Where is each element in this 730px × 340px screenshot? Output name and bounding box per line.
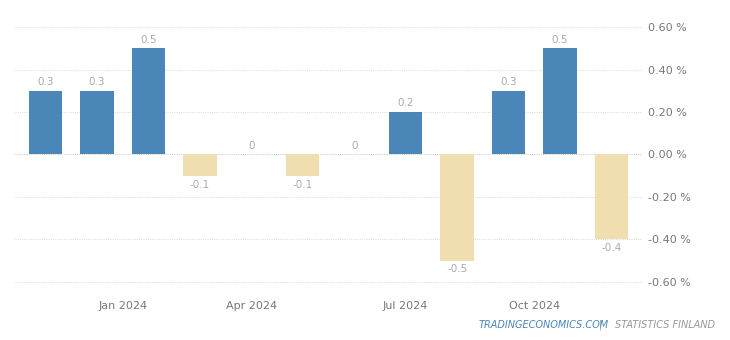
Text: STATISTICS FINLAND: STATISTICS FINLAND (615, 320, 715, 330)
Text: -0.1: -0.1 (190, 180, 210, 189)
Text: -0.4: -0.4 (602, 243, 622, 253)
Text: -0.1: -0.1 (293, 180, 313, 189)
Bar (80, 91, 114, 154)
Bar (492, 91, 526, 154)
Bar (543, 48, 577, 154)
Text: 0.3: 0.3 (500, 77, 517, 87)
Bar (286, 154, 320, 176)
Text: -0.5: -0.5 (447, 265, 467, 274)
Text: 0.3: 0.3 (88, 77, 105, 87)
Bar (131, 48, 165, 154)
Text: TRADINGECONOMICS.COM: TRADINGECONOMICS.COM (478, 320, 608, 330)
Bar (28, 91, 62, 154)
Text: |: | (599, 319, 602, 330)
Text: 0.2: 0.2 (397, 98, 414, 108)
Bar (595, 154, 629, 239)
Text: 0: 0 (351, 141, 358, 151)
Bar (389, 112, 423, 154)
Text: 0.5: 0.5 (552, 35, 569, 45)
Bar (183, 154, 217, 176)
Text: 0.3: 0.3 (37, 77, 54, 87)
Bar (440, 154, 474, 260)
Text: 0.5: 0.5 (140, 35, 157, 45)
Text: 0: 0 (248, 141, 255, 151)
